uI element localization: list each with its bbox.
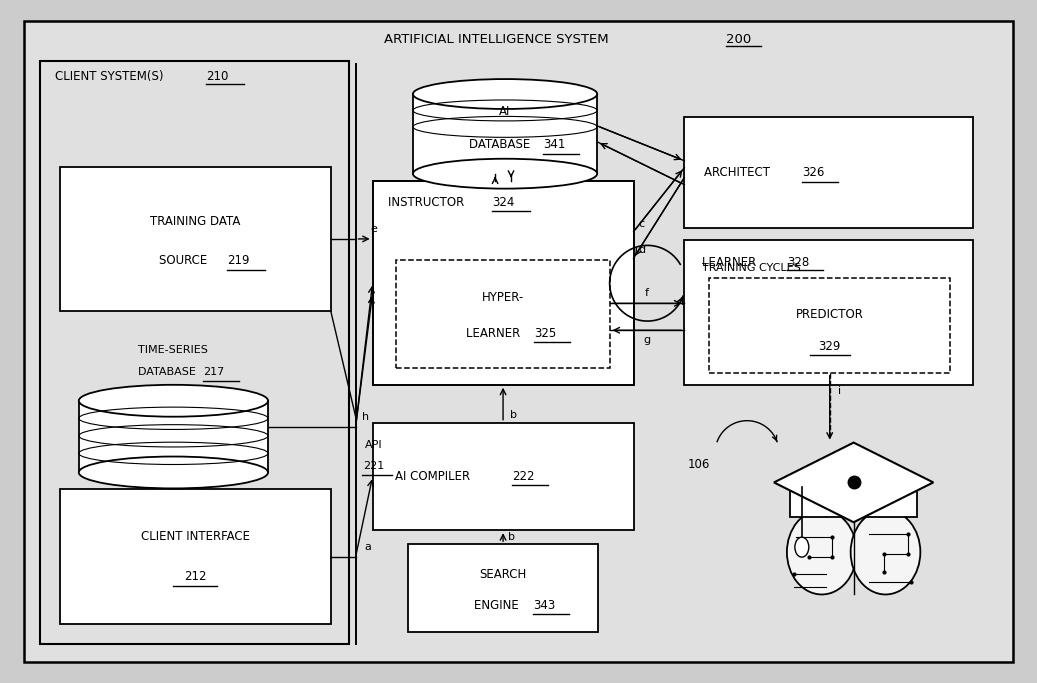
Ellipse shape	[413, 158, 597, 189]
Text: h: h	[362, 412, 369, 421]
Text: DATABASE: DATABASE	[138, 367, 199, 377]
Text: 222: 222	[512, 470, 534, 483]
Text: 219: 219	[227, 254, 250, 267]
Text: 212: 212	[185, 570, 206, 583]
Ellipse shape	[413, 79, 597, 109]
Ellipse shape	[795, 538, 809, 557]
Bar	[413, 94, 597, 173]
Text: 343: 343	[533, 599, 555, 612]
Ellipse shape	[79, 385, 268, 417]
Text: c: c	[639, 219, 645, 229]
Ellipse shape	[79, 456, 268, 488]
Text: LEARNER: LEARNER	[466, 327, 524, 340]
Text: 210: 210	[206, 70, 228, 83]
Text: AI COMPILER: AI COMPILER	[394, 470, 481, 483]
Bar	[684, 117, 973, 228]
Bar	[372, 423, 634, 530]
Text: 217: 217	[203, 367, 225, 377]
Text: ENGINE: ENGINE	[474, 599, 523, 612]
Bar	[790, 482, 918, 517]
Text: AI: AI	[500, 105, 511, 118]
Text: API: API	[365, 440, 383, 449]
Text: 324: 324	[493, 196, 514, 209]
Text: ARCHITECT: ARCHITECT	[704, 166, 774, 179]
Text: f: f	[645, 288, 649, 298]
Text: TRAINING DATA: TRAINING DATA	[150, 215, 241, 228]
Text: SEARCH: SEARCH	[479, 568, 527, 581]
Bar	[60, 490, 331, 624]
Polygon shape	[774, 443, 933, 522]
Bar	[409, 544, 597, 632]
Text: INSTRUCTOR: INSTRUCTOR	[388, 196, 468, 209]
Text: 326: 326	[802, 166, 824, 179]
Ellipse shape	[787, 510, 857, 594]
Bar	[395, 260, 610, 368]
Bar	[60, 167, 331, 311]
Text: 106: 106	[688, 458, 709, 471]
Text: d: d	[638, 245, 645, 255]
Text: DATABASE: DATABASE	[469, 138, 537, 152]
Text: a: a	[364, 542, 371, 552]
Bar	[79, 401, 268, 473]
Text: PREDICTOR: PREDICTOR	[795, 308, 864, 321]
Text: CLIENT SYSTEM(S): CLIENT SYSTEM(S)	[55, 70, 167, 83]
Text: i: i	[838, 386, 841, 396]
Text: e: e	[370, 224, 377, 234]
Text: 341: 341	[543, 138, 565, 152]
Text: 328: 328	[787, 256, 809, 269]
Ellipse shape	[850, 510, 921, 594]
Bar	[372, 181, 634, 385]
Bar	[709, 278, 950, 373]
Bar	[684, 240, 973, 385]
Text: TIME-SERIES: TIME-SERIES	[139, 345, 208, 355]
Text: 329: 329	[818, 340, 841, 353]
Text: LEARNER: LEARNER	[702, 256, 760, 269]
Text: b: b	[507, 532, 514, 542]
Bar	[40, 61, 348, 644]
Text: CLIENT INTERFACE: CLIENT INTERFACE	[141, 530, 250, 543]
Text: ARTIFICIAL INTELLIGENCE SYSTEM: ARTIFICIAL INTELLIGENCE SYSTEM	[384, 33, 613, 46]
Text: HYPER-: HYPER-	[481, 292, 524, 305]
Text: b: b	[509, 410, 516, 419]
Text: TRAINING CYCLES: TRAINING CYCLES	[702, 264, 801, 273]
Text: SOURCE: SOURCE	[160, 254, 212, 267]
Text: 221: 221	[363, 462, 385, 471]
Text: g: g	[643, 335, 650, 345]
Text: 325: 325	[534, 327, 557, 340]
Text: 200: 200	[726, 33, 751, 46]
